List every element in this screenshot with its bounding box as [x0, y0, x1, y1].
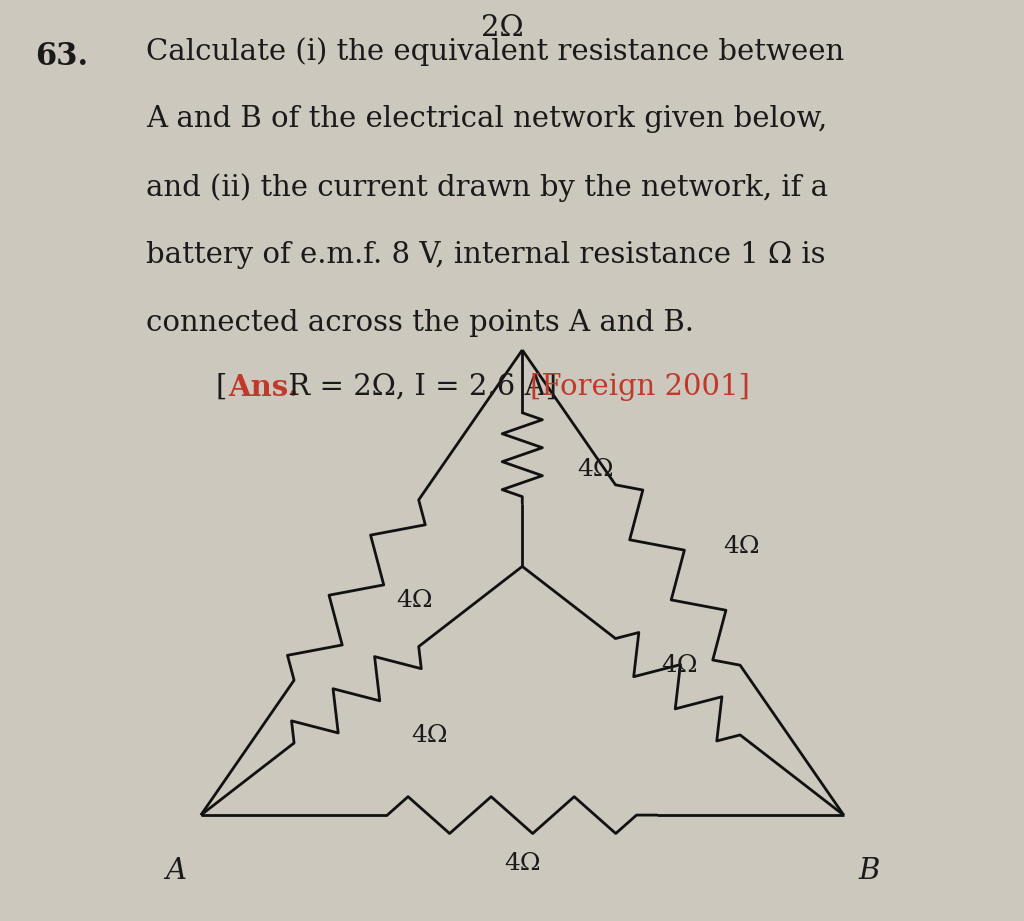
Text: 4Ω: 4Ω — [412, 725, 447, 748]
Text: connected across the points A and B.: connected across the points A and B. — [145, 309, 693, 337]
Text: 63.: 63. — [35, 41, 88, 73]
Text: 4Ω: 4Ω — [723, 534, 760, 557]
Text: 4Ω: 4Ω — [662, 654, 698, 677]
Text: [Foreign 2001]: [Foreign 2001] — [529, 373, 750, 401]
Text: B: B — [858, 857, 880, 884]
Text: battery of e.m.f. 8 V, internal resistance 1 Ω is: battery of e.m.f. 8 V, internal resistan… — [145, 241, 825, 269]
Text: and (ii) the current drawn by the network, if a: and (ii) the current drawn by the networ… — [145, 173, 827, 202]
Text: Ans.: Ans. — [228, 373, 299, 402]
Text: A: A — [165, 857, 186, 884]
Text: A and B of the electrical network given below,: A and B of the electrical network given … — [145, 105, 827, 133]
Text: R = 2Ω, I = 2.6 A]: R = 2Ω, I = 2.6 A] — [279, 373, 566, 401]
Text: 4Ω: 4Ω — [396, 589, 433, 612]
Text: [: [ — [216, 373, 227, 401]
Text: 2Ω: 2Ω — [481, 14, 523, 41]
Text: Calculate (i) the equivalent resistance between: Calculate (i) the equivalent resistance … — [145, 37, 844, 65]
Text: 4Ω: 4Ω — [578, 458, 614, 481]
Text: 4Ω: 4Ω — [504, 852, 541, 875]
